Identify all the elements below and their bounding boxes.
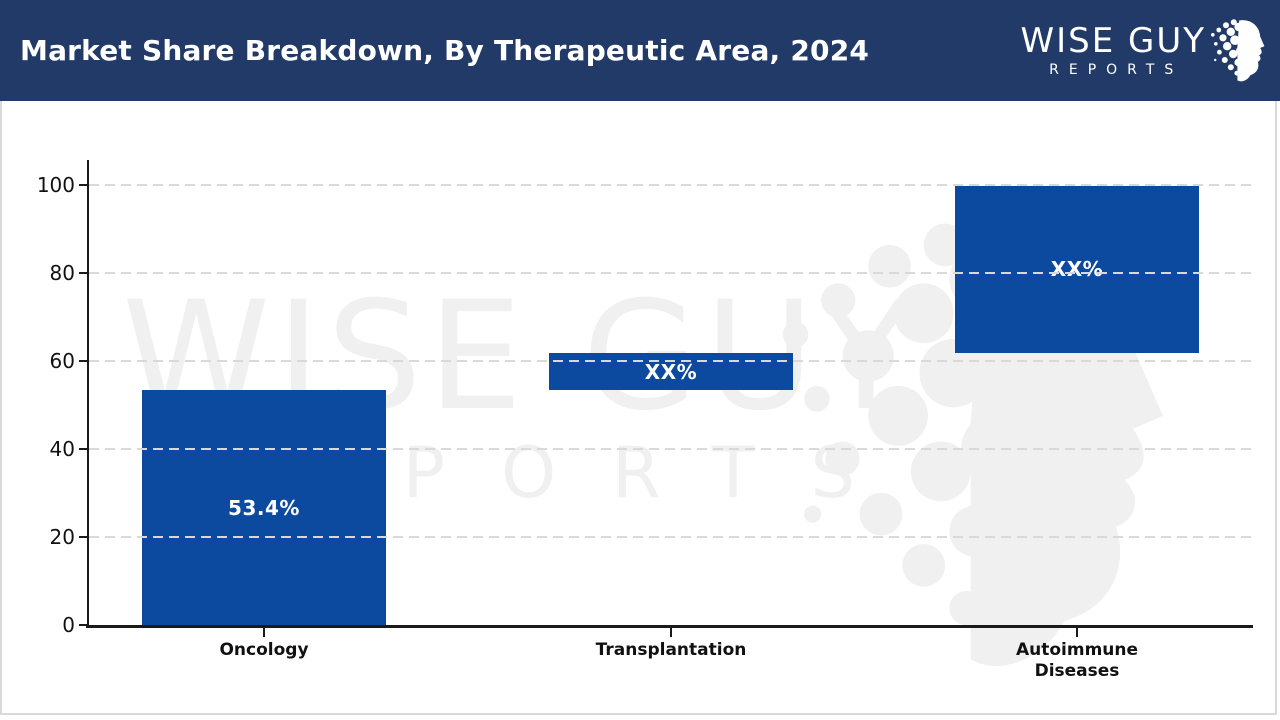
gridline-20 (89, 536, 1253, 538)
y-tick-label-0: 0 (62, 613, 75, 637)
y-tick-0 (79, 624, 87, 626)
bar-transplantation: XX% (549, 353, 793, 391)
bar-value-label-autoimmune-diseases: XX% (1050, 257, 1104, 282)
y-tick-40 (79, 448, 87, 450)
header-bar: Market Share Breakdown, By Therapeutic A… (0, 0, 1280, 101)
gridline-60 (89, 360, 1253, 362)
logo-face-icon (1211, 19, 1265, 82)
y-tick-100 (79, 184, 87, 186)
category-label-transplantation: Transplantation (595, 640, 747, 660)
chart-title: Market Share Breakdown, By Therapeutic A… (20, 34, 870, 67)
x-tick-oncology (263, 628, 265, 637)
bar-value-label-transplantation: XX% (644, 359, 698, 384)
category-label-oncology: Oncology (219, 640, 309, 660)
y-tick-60 (79, 360, 87, 362)
y-axis-line (87, 160, 89, 628)
bar-oncology: 53.4% (142, 390, 386, 625)
gridline-80 (89, 272, 1253, 274)
gridline-100 (89, 184, 1253, 186)
logo-text: WISE GUY REPORTS (1020, 21, 1206, 78)
y-tick-label-20: 20 (49, 525, 75, 549)
y-tick-label-100: 100 (36, 173, 75, 197)
y-tick-label-80: 80 (49, 261, 75, 285)
bar-value-label-oncology: 53.4% (228, 495, 300, 520)
y-tick-label-40: 40 (49, 437, 75, 461)
x-axis-line (86, 625, 1253, 628)
y-tick-80 (79, 272, 87, 274)
bar-autoimmune-diseases: XX% (955, 185, 1199, 354)
y-tick-label-60: 60 (49, 349, 75, 373)
logo-wiseguy-label: WISE GUY (1020, 21, 1206, 62)
y-tick-20 (79, 536, 87, 538)
logo-reports-label: REPORTS (1049, 61, 1184, 78)
wise-guy-reports-logo: WISE GUY REPORTS (1020, 6, 1268, 96)
x-tick-autoimmune-diseases (1076, 628, 1078, 637)
category-label-autoimmune-diseases: Autoimmune Diseases (1015, 640, 1139, 681)
gridline-40 (89, 448, 1253, 450)
x-tick-transplantation (670, 628, 672, 637)
